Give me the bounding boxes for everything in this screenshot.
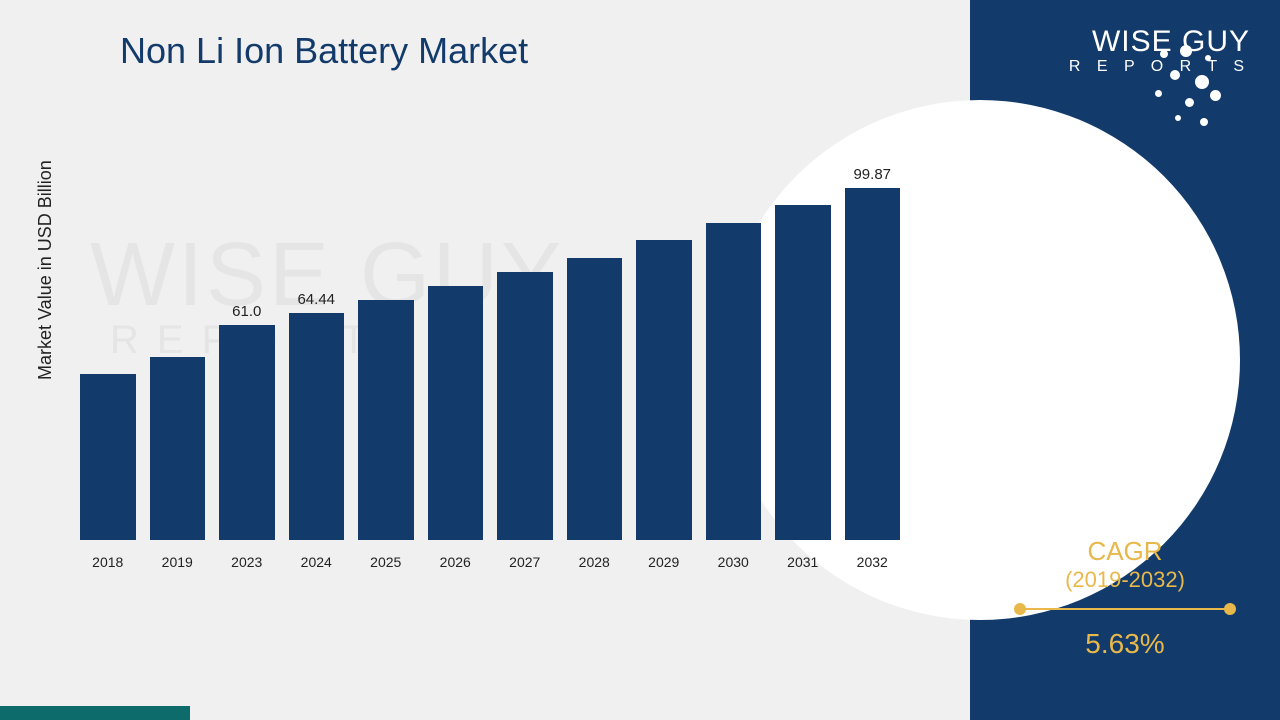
bar-value-label: 61.0 bbox=[232, 303, 261, 325]
x-axis-label: 2025 bbox=[358, 554, 414, 570]
bar bbox=[358, 300, 414, 540]
chart-title: Non Li Ion Battery Market bbox=[120, 30, 528, 72]
x-axis-label: 2026 bbox=[428, 554, 484, 570]
cagr-period: (2019-2032) bbox=[1000, 567, 1250, 593]
brand-logo: WISE GUY R E P O R T S bbox=[1069, 25, 1250, 76]
bar bbox=[706, 223, 762, 540]
x-axis-label: 2031 bbox=[775, 554, 831, 570]
bar bbox=[567, 258, 623, 540]
bar bbox=[80, 374, 136, 540]
cagr-block: CAGR (2019-2032) 5.63% bbox=[1000, 536, 1250, 660]
x-axis-label: 2032 bbox=[845, 554, 901, 570]
bar bbox=[636, 240, 692, 540]
cagr-value: 5.63% bbox=[1000, 628, 1250, 660]
bar: 61.0 bbox=[219, 325, 275, 540]
bar bbox=[150, 357, 206, 540]
bar-chart: 61.064.4499.87 2018201920232024202520262… bbox=[80, 170, 900, 570]
cagr-divider bbox=[1020, 608, 1230, 610]
bar: 99.87 bbox=[845, 188, 901, 540]
x-axis-label: 2030 bbox=[706, 554, 762, 570]
bar bbox=[428, 286, 484, 540]
y-axis-label: Market Value in USD Billion bbox=[35, 160, 56, 380]
bar bbox=[497, 272, 553, 540]
x-axis-label: 2027 bbox=[497, 554, 553, 570]
bottom-accent-bar bbox=[0, 706, 190, 720]
x-axis-label: 2028 bbox=[567, 554, 623, 570]
x-axis-label: 2023 bbox=[219, 554, 275, 570]
bar-value-label: 99.87 bbox=[853, 166, 891, 188]
x-axis-label: 2024 bbox=[289, 554, 345, 570]
bar-value-label: 64.44 bbox=[297, 291, 335, 313]
x-axis-label: 2018 bbox=[80, 554, 136, 570]
bar: 64.44 bbox=[289, 313, 345, 540]
bar bbox=[775, 205, 831, 540]
x-axis-label: 2029 bbox=[636, 554, 692, 570]
cagr-label: CAGR bbox=[1000, 536, 1250, 567]
x-axis-label: 2019 bbox=[150, 554, 206, 570]
logo-head-icon bbox=[1150, 40, 1240, 140]
